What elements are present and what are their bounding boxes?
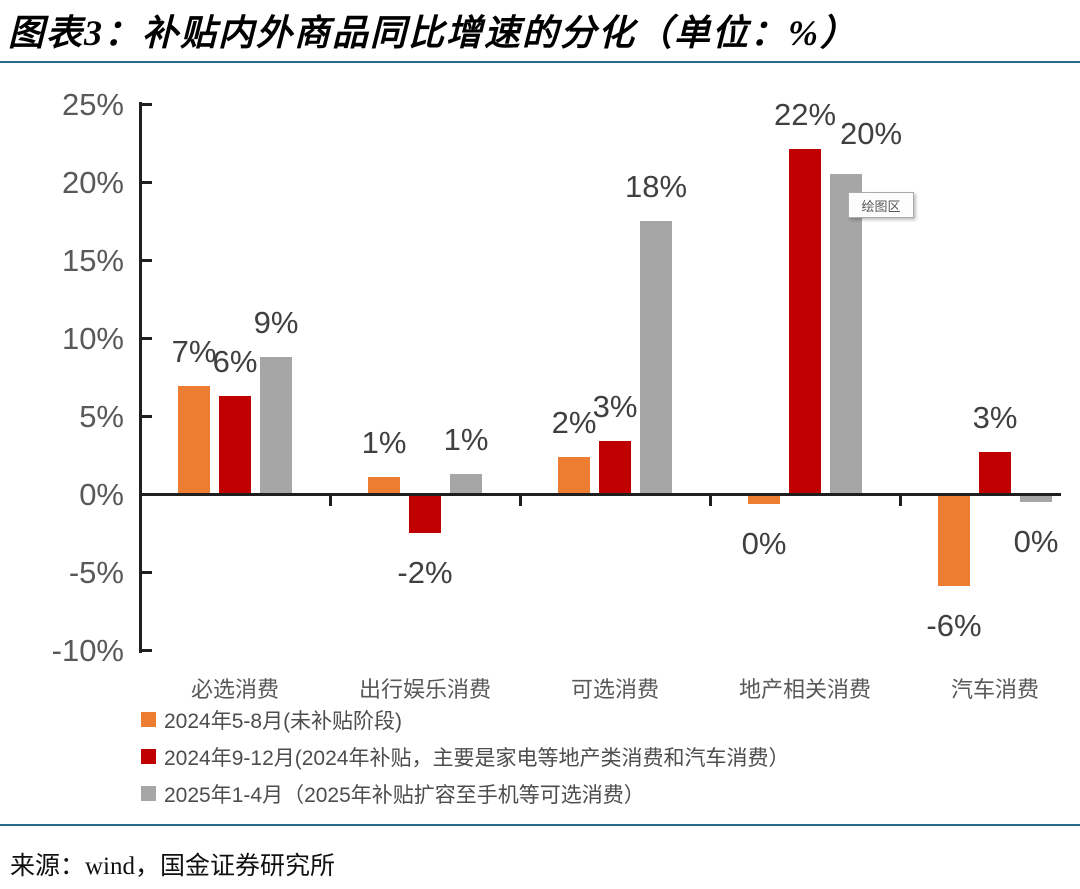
- y-axis-label: 5%: [79, 399, 124, 434]
- category-label: 可选消费: [570, 677, 660, 702]
- bar: [640, 221, 672, 494]
- bar: [979, 451, 1011, 494]
- data-label: -2%: [397, 555, 453, 591]
- y-axis-label: 15%: [61, 243, 124, 278]
- bar: [789, 149, 821, 494]
- title-divider: [0, 61, 1080, 63]
- data-label: 20%: [839, 116, 903, 152]
- data-label: 18%: [624, 169, 688, 204]
- legend-label: 2024年9-12月(2024年补贴，主要是家电等地产类消费和汽车消费）: [164, 746, 790, 770]
- y-axis-label: 10%: [61, 321, 124, 356]
- y-axis-tick: [139, 259, 152, 262]
- data-label: 0%: [1013, 524, 1059, 560]
- bar: [368, 476, 400, 494]
- data-label: 2%: [551, 404, 597, 440]
- data-label: 1%: [443, 421, 489, 457]
- bar: [748, 496, 780, 504]
- y-axis-label: 0%: [79, 477, 124, 512]
- y-axis-label: 25%: [61, 87, 124, 122]
- data-label: 7%: [171, 334, 217, 370]
- data-label: 1%: [361, 424, 407, 460]
- plot-area-tooltip: 绘图区: [848, 192, 914, 218]
- x-axis-tick: [519, 494, 522, 506]
- x-axis-tick: [709, 494, 712, 506]
- legend-row: 2024年5-8月(未补贴阶段): [141, 708, 789, 733]
- bar: [1020, 496, 1052, 503]
- y-axis-tick: [139, 649, 152, 652]
- category-label: 汽车消费: [950, 677, 1040, 702]
- y-axis-line: [139, 102, 142, 653]
- bar: [409, 496, 441, 534]
- source-note: 来源：wind，国金证券研究所: [10, 853, 336, 880]
- legend-row: 2025年1-4月（2025年补贴扩容至手机等可选消费）: [141, 782, 789, 807]
- bar: [260, 356, 292, 494]
- y-axis-label: -10%: [51, 633, 124, 668]
- legend-row: 2024年9-12月(2024年补贴，主要是家电等地产类消费和汽车消费）: [141, 745, 789, 770]
- bar: [178, 386, 210, 494]
- y-axis-tick: [139, 103, 152, 106]
- category-label: 出行娱乐消费: [358, 677, 492, 702]
- legend-swatch: [141, 786, 156, 801]
- legend-swatch: [141, 712, 156, 727]
- legend-label: 2025年1-4月（2025年补贴扩容至手机等可选消费）: [164, 783, 645, 807]
- bar: [558, 456, 590, 494]
- legend-label: 2024年5-8月(未补贴阶段): [164, 709, 403, 733]
- data-label: 3%: [972, 399, 1018, 435]
- y-axis-tick: [139, 337, 152, 340]
- bar: [219, 395, 251, 494]
- category-label: 必选消费: [190, 677, 280, 702]
- legend: 2024年5-8月(未补贴阶段) 2024年9-12月(2024年补贴，主要是家电…: [141, 708, 789, 819]
- data-label: 6%: [212, 343, 258, 379]
- x-axis-tick: [329, 494, 332, 506]
- y-axis-tick: [139, 415, 152, 418]
- x-axis-tick: [899, 494, 902, 506]
- legend-swatch: [141, 749, 156, 764]
- bar: [938, 496, 970, 587]
- x-axis-line: [139, 493, 1061, 496]
- data-label: -6%: [926, 608, 982, 644]
- category-label: 地产相关消费: [738, 677, 872, 702]
- data-label: 22%: [773, 97, 837, 133]
- x-axis-tick: [139, 494, 142, 506]
- y-axis-tick: [139, 571, 152, 574]
- data-label: 0%: [741, 525, 787, 561]
- bar: [599, 440, 631, 494]
- y-axis-tick: [139, 181, 152, 184]
- bar: [450, 473, 482, 494]
- data-label: 3%: [592, 388, 638, 424]
- data-label: 9%: [253, 304, 299, 340]
- chart-title: 图表3：补贴内外商品同比增速的分化（单位：%）: [8, 13, 858, 53]
- footer-divider: [0, 824, 1080, 826]
- y-axis-label: -5%: [68, 555, 124, 590]
- y-axis-label: 20%: [61, 165, 124, 200]
- bar: [830, 174, 862, 494]
